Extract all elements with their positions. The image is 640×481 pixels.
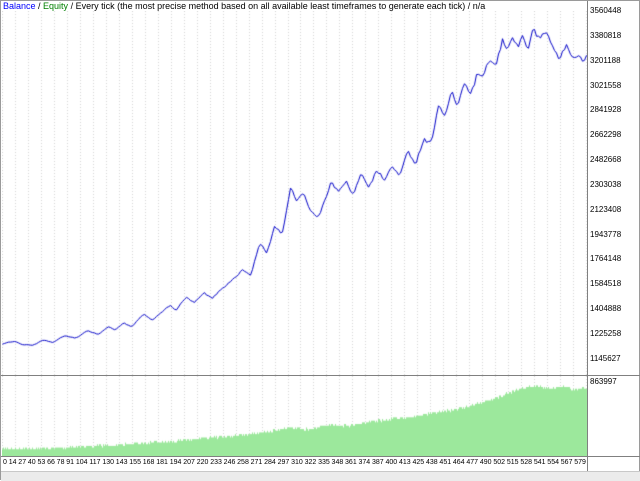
legend-separator-3: /	[465, 1, 473, 11]
y-tick-label: 2841928	[590, 105, 622, 115]
size-axis-max-label: 863997	[590, 377, 617, 386]
x-tick-label: 53	[37, 459, 46, 466]
x-tick-label: 361	[345, 459, 357, 466]
x-tick-label: 490	[479, 459, 492, 466]
y-tick-label: 2303038	[590, 179, 622, 189]
y-tick-label: 1943778	[590, 229, 622, 239]
y-tick-label: 3201188	[590, 55, 621, 65]
graph-legend: Balance / Equity / Every tick (the most …	[3, 2, 485, 11]
y-axis-labels: 3560448 3380818 3201188 3021558 2841928 26622…	[590, 7, 640, 363]
y-tick-label: 1225258	[590, 328, 622, 338]
x-tick-label: 335	[318, 459, 330, 466]
panel-separator-line	[1, 375, 640, 376]
x-tick-label: 425	[412, 459, 425, 466]
y-tick-label: 1584518	[590, 279, 622, 289]
x-tick-label: 117	[89, 459, 101, 466]
x-tick-label: 477	[466, 459, 479, 466]
x-tick-label: 14	[8, 459, 17, 466]
x-tick-label: 246	[223, 459, 236, 466]
x-tick-label: 220	[196, 459, 209, 466]
bottom-strip	[1, 471, 640, 481]
x-tick-label: 284	[264, 459, 276, 466]
x-tick-label: 541	[533, 459, 546, 466]
x-tick-label: 451	[439, 459, 452, 466]
x-tick-label: 130	[102, 459, 114, 466]
modelling-quality-label: n/a	[472, 1, 486, 11]
x-tick-label: 0	[3, 459, 7, 466]
x-tick-label: 515	[506, 459, 519, 466]
x-tick-label: 271	[250, 459, 263, 466]
x-tick-label: 413	[398, 459, 411, 466]
y-tick-label: 3560448	[590, 6, 622, 15]
x-tick-label: 579	[574, 459, 586, 466]
x-tick-label: 348	[331, 459, 344, 466]
y-tick-label: 2662298	[590, 130, 622, 140]
y-tick-label: 1145627	[590, 353, 621, 363]
x-tick-label: 27	[18, 459, 27, 466]
x-tick-label: 66	[47, 459, 55, 466]
x-axis-separator-line	[1, 456, 640, 457]
balance-curve-canvas	[2, 11, 587, 375]
x-tick-label: 374	[358, 459, 371, 466]
x-tick-label: 143	[115, 459, 128, 466]
legend-separator-1: /	[35, 1, 44, 11]
x-axis-labels: 0 14 27 40 53 66 78 91 104 117 130 143 155 168 181 194 2…	[3, 459, 586, 467]
y-tick-label: 2482668	[590, 155, 622, 165]
y-tick-label: 1764148	[590, 254, 622, 264]
x-tick-label: 155	[129, 459, 141, 466]
balance-legend-label: Balance	[3, 1, 36, 11]
x-tick-label: 104	[75, 459, 88, 466]
y-axis-separator-line	[587, 1, 588, 471]
x-tick-label: 233	[210, 459, 222, 466]
lot-size-canvas	[2, 376, 587, 456]
x-tick-label: 91	[66, 459, 75, 466]
x-tick-label: 40	[27, 459, 36, 466]
model-description-label: Every tick (the most precise method base…	[75, 1, 466, 11]
x-tick-label: 554	[547, 459, 559, 466]
x-tick-label: 464	[452, 459, 465, 466]
equity-legend-label: Equity	[43, 1, 69, 11]
y-tick-label: 1404888	[590, 304, 622, 314]
x-tick-label: 528	[520, 459, 533, 466]
x-tick-label: 438	[425, 459, 438, 466]
x-tick-label: 78	[56, 459, 65, 466]
x-tick-label: 258	[237, 459, 249, 466]
x-tick-label: 181	[156, 459, 168, 466]
x-tick-label: 567	[560, 459, 573, 466]
x-tick-label: 387	[372, 459, 384, 466]
y-tick-label: 3380818	[590, 30, 622, 40]
x-tick-label: 310	[291, 459, 303, 466]
x-tick-label: 194	[169, 459, 182, 466]
x-tick-label: 207	[183, 459, 195, 466]
x-tick-label: 168	[142, 459, 155, 466]
x-tick-label: 297	[277, 459, 290, 466]
y-tick-label: 2123408	[590, 204, 622, 214]
legend-separator-2: /	[68, 1, 76, 11]
x-tick-label: 400	[385, 459, 398, 466]
x-tick-label: 322	[304, 459, 317, 466]
y-tick-label: 3021558	[590, 80, 622, 90]
x-tick-label: 502	[493, 459, 506, 466]
